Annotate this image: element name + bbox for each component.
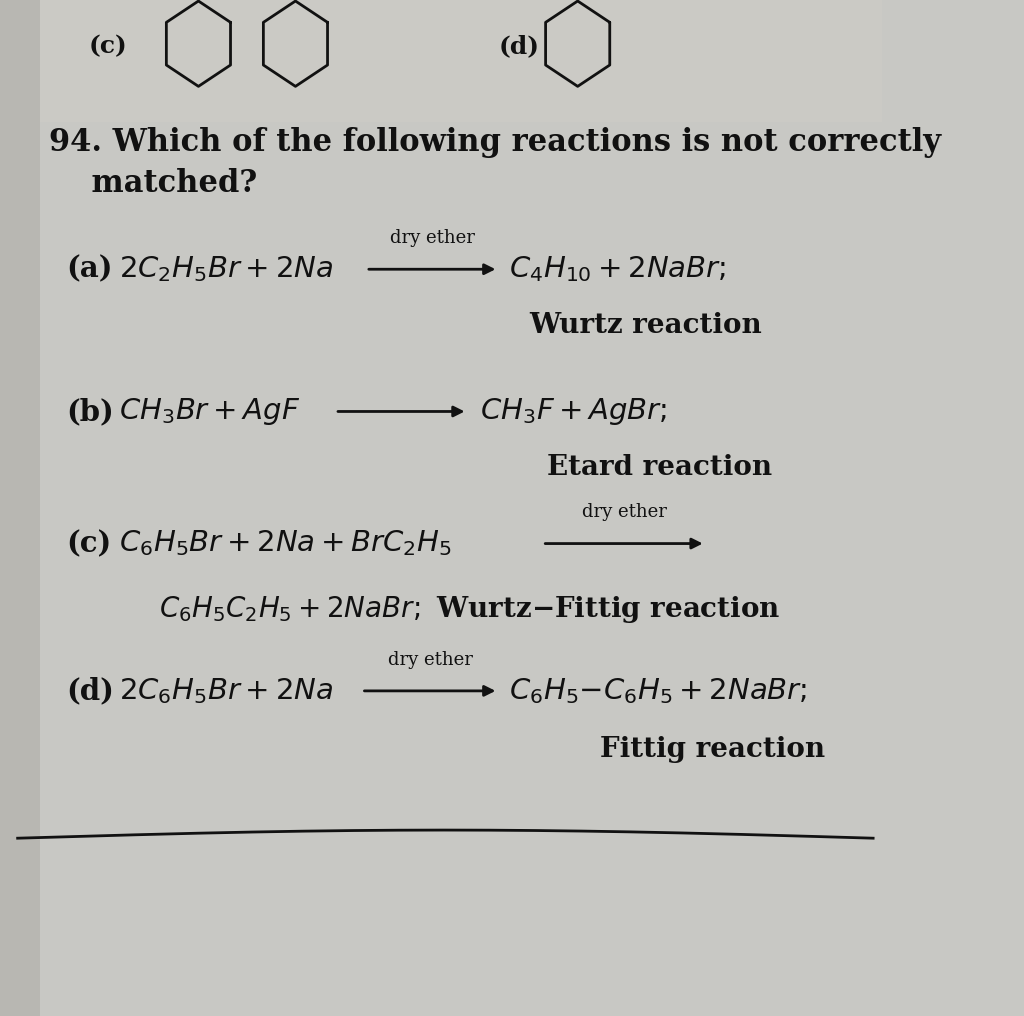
Text: Wurtz reaction: Wurtz reaction bbox=[529, 312, 762, 338]
Text: $2C_6H_5Br + 2Na$: $2C_6H_5Br + 2Na$ bbox=[119, 676, 334, 706]
Text: (c): (c) bbox=[88, 34, 127, 58]
Text: matched?: matched? bbox=[48, 168, 257, 199]
Text: (d): (d) bbox=[499, 34, 540, 58]
Text: dry ether: dry ether bbox=[582, 503, 667, 521]
Text: (b): (b) bbox=[67, 397, 114, 426]
Text: (a): (a) bbox=[67, 255, 113, 283]
Text: $CH_3F + AgBr;$: $CH_3F + AgBr;$ bbox=[480, 396, 667, 427]
Text: 94. Which of the following reactions is not correctly: 94. Which of the following reactions is … bbox=[48, 127, 940, 158]
Text: $C_6H_5Br + 2Na + BrC_2H_5$: $C_6H_5Br + 2Na + BrC_2H_5$ bbox=[119, 528, 452, 559]
Text: $C_4H_{10} + 2NaBr;$: $C_4H_{10} + 2NaBr;$ bbox=[509, 254, 726, 284]
FancyBboxPatch shape bbox=[40, 0, 882, 122]
Text: Etard reaction: Etard reaction bbox=[547, 454, 772, 481]
Text: Fittig reaction: Fittig reaction bbox=[600, 737, 825, 763]
Text: $CH_3Br + AgF$: $CH_3Br + AgF$ bbox=[119, 396, 300, 427]
Text: $2C_2H_5Br + 2Na$: $2C_2H_5Br + 2Na$ bbox=[119, 254, 334, 284]
Text: $C_6H_5C_2H_5 + 2NaBr;$ Wurtz−Fittig reaction: $C_6H_5C_2H_5 + 2NaBr;$ Wurtz−Fittig rea… bbox=[159, 594, 780, 625]
Text: $C_6H_5{-}C_6H_5 + 2NaBr;$: $C_6H_5{-}C_6H_5 + 2NaBr;$ bbox=[509, 676, 807, 706]
FancyBboxPatch shape bbox=[0, 0, 40, 1016]
Text: dry ether: dry ether bbox=[387, 650, 472, 669]
Text: dry ether: dry ether bbox=[390, 229, 474, 247]
Text: (d): (d) bbox=[67, 677, 114, 705]
Text: (c): (c) bbox=[67, 529, 112, 558]
